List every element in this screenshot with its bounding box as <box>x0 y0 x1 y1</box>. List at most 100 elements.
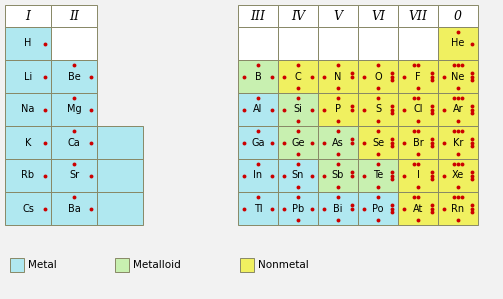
Bar <box>398 93 438 126</box>
Bar <box>238 192 278 225</box>
Bar <box>438 192 478 225</box>
Text: At: At <box>413 204 423 213</box>
Text: C: C <box>295 71 301 82</box>
Text: K: K <box>25 138 31 147</box>
Text: Pb: Pb <box>292 204 304 213</box>
Bar <box>5 60 51 93</box>
Text: Ga: Ga <box>252 138 265 147</box>
Bar <box>97 126 143 159</box>
Text: Sn: Sn <box>292 170 304 181</box>
Bar <box>318 159 358 192</box>
Text: Sb: Sb <box>332 170 344 181</box>
Bar <box>398 192 438 225</box>
Text: As: As <box>332 138 344 147</box>
Bar <box>278 192 318 225</box>
Bar <box>358 5 398 27</box>
Text: Xe: Xe <box>452 170 464 181</box>
Bar <box>398 27 438 60</box>
Text: Be: Be <box>67 71 80 82</box>
Text: Cs: Cs <box>22 204 34 213</box>
Bar <box>51 126 97 159</box>
Bar <box>398 159 438 192</box>
Bar <box>438 93 478 126</box>
Text: IV: IV <box>291 10 305 22</box>
Bar <box>51 5 97 27</box>
Bar <box>318 27 358 60</box>
Text: III: III <box>250 10 266 22</box>
Bar <box>358 126 398 159</box>
Bar <box>358 60 398 93</box>
Bar <box>438 5 478 27</box>
Bar <box>278 126 318 159</box>
Text: Ge: Ge <box>291 138 305 147</box>
Text: He: He <box>451 39 465 48</box>
Bar <box>5 126 51 159</box>
Text: N: N <box>334 71 342 82</box>
Text: S: S <box>375 104 381 115</box>
Bar <box>438 159 478 192</box>
Text: Te: Te <box>373 170 383 181</box>
Bar <box>318 5 358 27</box>
Bar <box>278 93 318 126</box>
Bar <box>278 159 318 192</box>
Bar <box>438 126 478 159</box>
Bar <box>51 159 97 192</box>
Bar <box>358 159 398 192</box>
Bar <box>238 159 278 192</box>
Bar <box>5 159 51 192</box>
Text: H: H <box>24 39 32 48</box>
Text: Ba: Ba <box>67 204 80 213</box>
Bar <box>115 258 129 272</box>
Bar <box>5 5 51 27</box>
Text: I: I <box>26 10 31 22</box>
Text: Tl: Tl <box>254 204 262 213</box>
Bar <box>5 192 51 225</box>
Bar <box>438 27 478 60</box>
Text: B: B <box>255 71 262 82</box>
Text: I: I <box>416 170 420 181</box>
Text: Br: Br <box>412 138 424 147</box>
Bar <box>5 93 51 126</box>
Bar <box>278 60 318 93</box>
Bar <box>358 192 398 225</box>
Text: P: P <box>335 104 341 115</box>
Bar <box>238 5 278 27</box>
Text: Rn: Rn <box>451 204 465 213</box>
Bar <box>318 60 358 93</box>
Bar <box>240 258 254 272</box>
Text: Nonmetal: Nonmetal <box>258 260 309 270</box>
Text: Al: Al <box>254 104 263 115</box>
Text: Po: Po <box>372 204 384 213</box>
Text: Bi: Bi <box>333 204 343 213</box>
Text: Ca: Ca <box>67 138 80 147</box>
Text: In: In <box>254 170 263 181</box>
Text: Sr: Sr <box>69 170 79 181</box>
Bar <box>398 5 438 27</box>
Text: Mg: Mg <box>67 104 81 115</box>
Text: Li: Li <box>24 71 32 82</box>
Bar <box>5 27 51 60</box>
Bar <box>238 27 278 60</box>
Text: Metalloid: Metalloid <box>133 260 181 270</box>
Bar <box>358 27 398 60</box>
Text: Se: Se <box>372 138 384 147</box>
Text: F: F <box>415 71 421 82</box>
Bar <box>238 60 278 93</box>
Bar <box>238 93 278 126</box>
Bar <box>10 258 24 272</box>
Bar <box>398 60 438 93</box>
Bar <box>278 5 318 27</box>
Bar <box>398 126 438 159</box>
Text: Rb: Rb <box>22 170 35 181</box>
Bar <box>51 27 97 60</box>
Text: 0: 0 <box>454 10 462 22</box>
Text: Ar: Ar <box>453 104 463 115</box>
Bar <box>51 60 97 93</box>
Bar <box>438 60 478 93</box>
Text: Ne: Ne <box>451 71 465 82</box>
Text: Cl: Cl <box>413 104 423 115</box>
Text: VI: VI <box>371 10 385 22</box>
Bar <box>97 192 143 225</box>
Bar <box>318 192 358 225</box>
Bar <box>358 93 398 126</box>
